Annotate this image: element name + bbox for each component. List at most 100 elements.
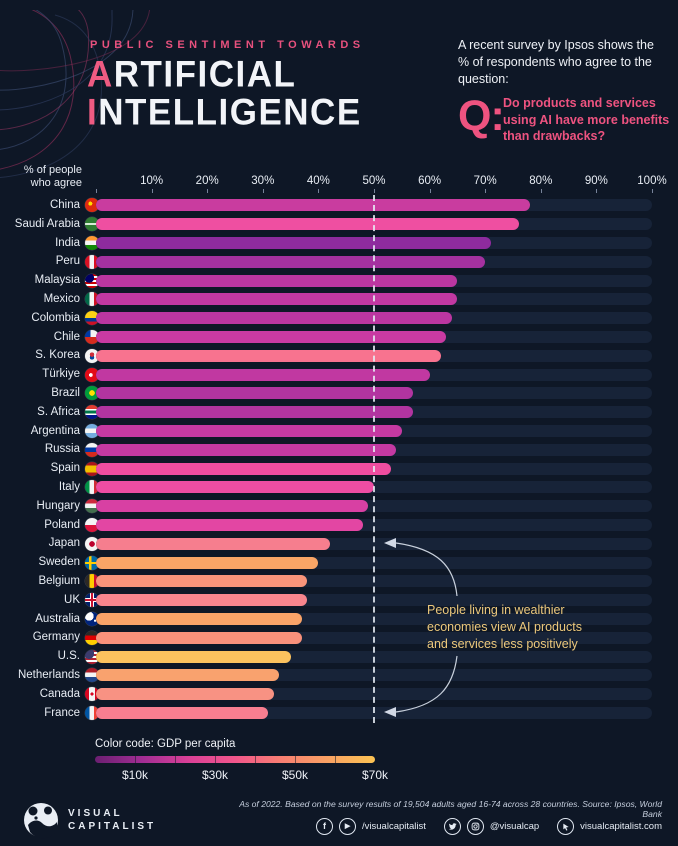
value-bar xyxy=(96,631,302,644)
chart-row: Japan xyxy=(0,534,678,553)
x-tick-mark xyxy=(429,189,431,193)
chart-row: Sweden xyxy=(0,553,678,572)
value-bar xyxy=(96,387,413,400)
colombia-flag-icon xyxy=(85,311,99,326)
value-bar xyxy=(96,575,308,588)
title-accent-a: A xyxy=(87,53,114,95)
value-bar xyxy=(96,312,452,325)
peru-flag-icon xyxy=(85,254,99,269)
value-bar xyxy=(96,199,530,212)
country-label: S. Korea xyxy=(35,349,80,362)
value-bar xyxy=(96,255,486,268)
fifty-percent-reference-line xyxy=(373,195,375,723)
x-tick-mark xyxy=(262,189,264,193)
brazil-flag-icon xyxy=(85,386,99,401)
chart-row: Spain xyxy=(0,459,678,478)
legend-tick-label: $50k xyxy=(281,768,309,782)
y-axis-label-line2: who agree xyxy=(30,177,82,189)
country-label: Peru xyxy=(55,255,80,268)
social-handle-tw-ig[interactable]: @visualcap xyxy=(489,821,540,832)
chart-row: Brazil xyxy=(0,384,678,403)
value-bar xyxy=(96,236,491,249)
chart-row: Argentina xyxy=(0,422,678,441)
value-bar xyxy=(96,462,391,475)
instagram-icon[interactable] xyxy=(466,818,484,835)
germany-flag-icon xyxy=(85,630,99,645)
legend-tick-label: $30k xyxy=(201,768,229,782)
youtube-icon[interactable]: ▶ xyxy=(339,818,357,835)
spain-flag-icon xyxy=(85,461,99,476)
saudi-arabia-flag-icon xyxy=(85,217,99,232)
italy-flag-icon xyxy=(85,480,99,495)
chart-row: Netherlands xyxy=(0,666,678,685)
cursor-icon[interactable] xyxy=(557,818,575,835)
india-flag-icon xyxy=(85,235,99,250)
facebook-icon[interactable]: f xyxy=(316,818,334,835)
social-handle-fb-yt[interactable]: /visualcapitalist xyxy=(362,821,426,832)
poland-flag-icon xyxy=(85,517,99,532)
chart-row: China xyxy=(0,196,678,215)
x-tick-label: 100% xyxy=(637,175,667,187)
wealth-annotation: People living in wealthier economies vie… xyxy=(427,603,582,651)
argentina-flag-icon xyxy=(85,423,99,438)
logo-text-line2: CAPITALIST xyxy=(68,821,157,832)
intro-text: A recent survey by Ipsos shows the % of … xyxy=(458,38,654,86)
chart-row: Mexico xyxy=(0,290,678,309)
logo-text: VISUAL CAPITALIST xyxy=(68,807,156,833)
chart-row: Saudi Arabia xyxy=(0,215,678,234)
legend-notch xyxy=(255,756,256,763)
x-tick-mark xyxy=(540,189,542,193)
country-label: Canada xyxy=(39,687,80,700)
gdp-gradient-bar xyxy=(95,756,375,763)
japan-flag-icon xyxy=(85,536,99,551)
x-tick-mark xyxy=(652,189,653,193)
value-bar xyxy=(96,293,458,306)
x-tick-mark xyxy=(151,189,153,193)
country-label: Italy xyxy=(58,480,80,493)
value-bar xyxy=(96,218,519,231)
value-bar xyxy=(96,518,363,531)
x-tick-label: 60% xyxy=(418,175,442,187)
x-tick-mark xyxy=(96,189,97,193)
country-label: India xyxy=(55,236,80,249)
country-label: Japan xyxy=(48,537,80,550)
value-bar xyxy=(96,500,369,513)
x-tick-mark xyxy=(374,189,375,193)
bar-track xyxy=(96,650,652,663)
value-bar xyxy=(96,481,374,494)
country-label: Argentina xyxy=(30,424,80,437)
source-note: As of 2022. Based on the survey results … xyxy=(239,799,662,819)
netherlands-flag-icon xyxy=(85,668,99,683)
chart-row: Colombia xyxy=(0,309,678,328)
value-bar xyxy=(96,706,269,719)
legend-notch xyxy=(295,756,296,763)
sweden-flag-icon xyxy=(85,555,99,570)
title-rest-2: NTELLIGENCE xyxy=(98,91,362,133)
main-title-line1: ARTIFICIAL xyxy=(87,55,296,94)
country-label: China xyxy=(49,199,80,211)
visual-capitalist-logo[interactable]: VISUAL CAPITALIST xyxy=(22,801,156,839)
question-text: Do products and services using AI have m… xyxy=(503,96,670,143)
chart-row: S. Korea xyxy=(0,346,678,365)
x-tick-label: 10% xyxy=(140,175,164,187)
value-bar xyxy=(96,274,458,287)
country-label: Hungary xyxy=(36,499,80,512)
chart-row: Canada xyxy=(0,685,678,704)
value-bar xyxy=(96,443,397,456)
x-tick-label: 70% xyxy=(473,175,497,187)
title-rest-1: RTIFICIAL xyxy=(113,53,297,95)
value-bar xyxy=(96,556,319,569)
chart-row: France xyxy=(0,704,678,723)
country-label: France xyxy=(44,706,80,719)
value-bar xyxy=(96,688,274,701)
chart-row: Chile xyxy=(0,328,678,347)
country-label: Türkiye xyxy=(42,368,80,381)
x-tick-label: 20% xyxy=(195,175,219,187)
twitter-icon[interactable] xyxy=(443,818,461,835)
australia-flag-icon xyxy=(85,611,99,626)
website-link[interactable]: visualcapitalist.com xyxy=(580,821,662,832)
country-label: Poland xyxy=(44,518,80,531)
value-bar xyxy=(96,612,302,625)
value-bar xyxy=(96,650,291,663)
hungary-flag-icon xyxy=(85,499,99,514)
